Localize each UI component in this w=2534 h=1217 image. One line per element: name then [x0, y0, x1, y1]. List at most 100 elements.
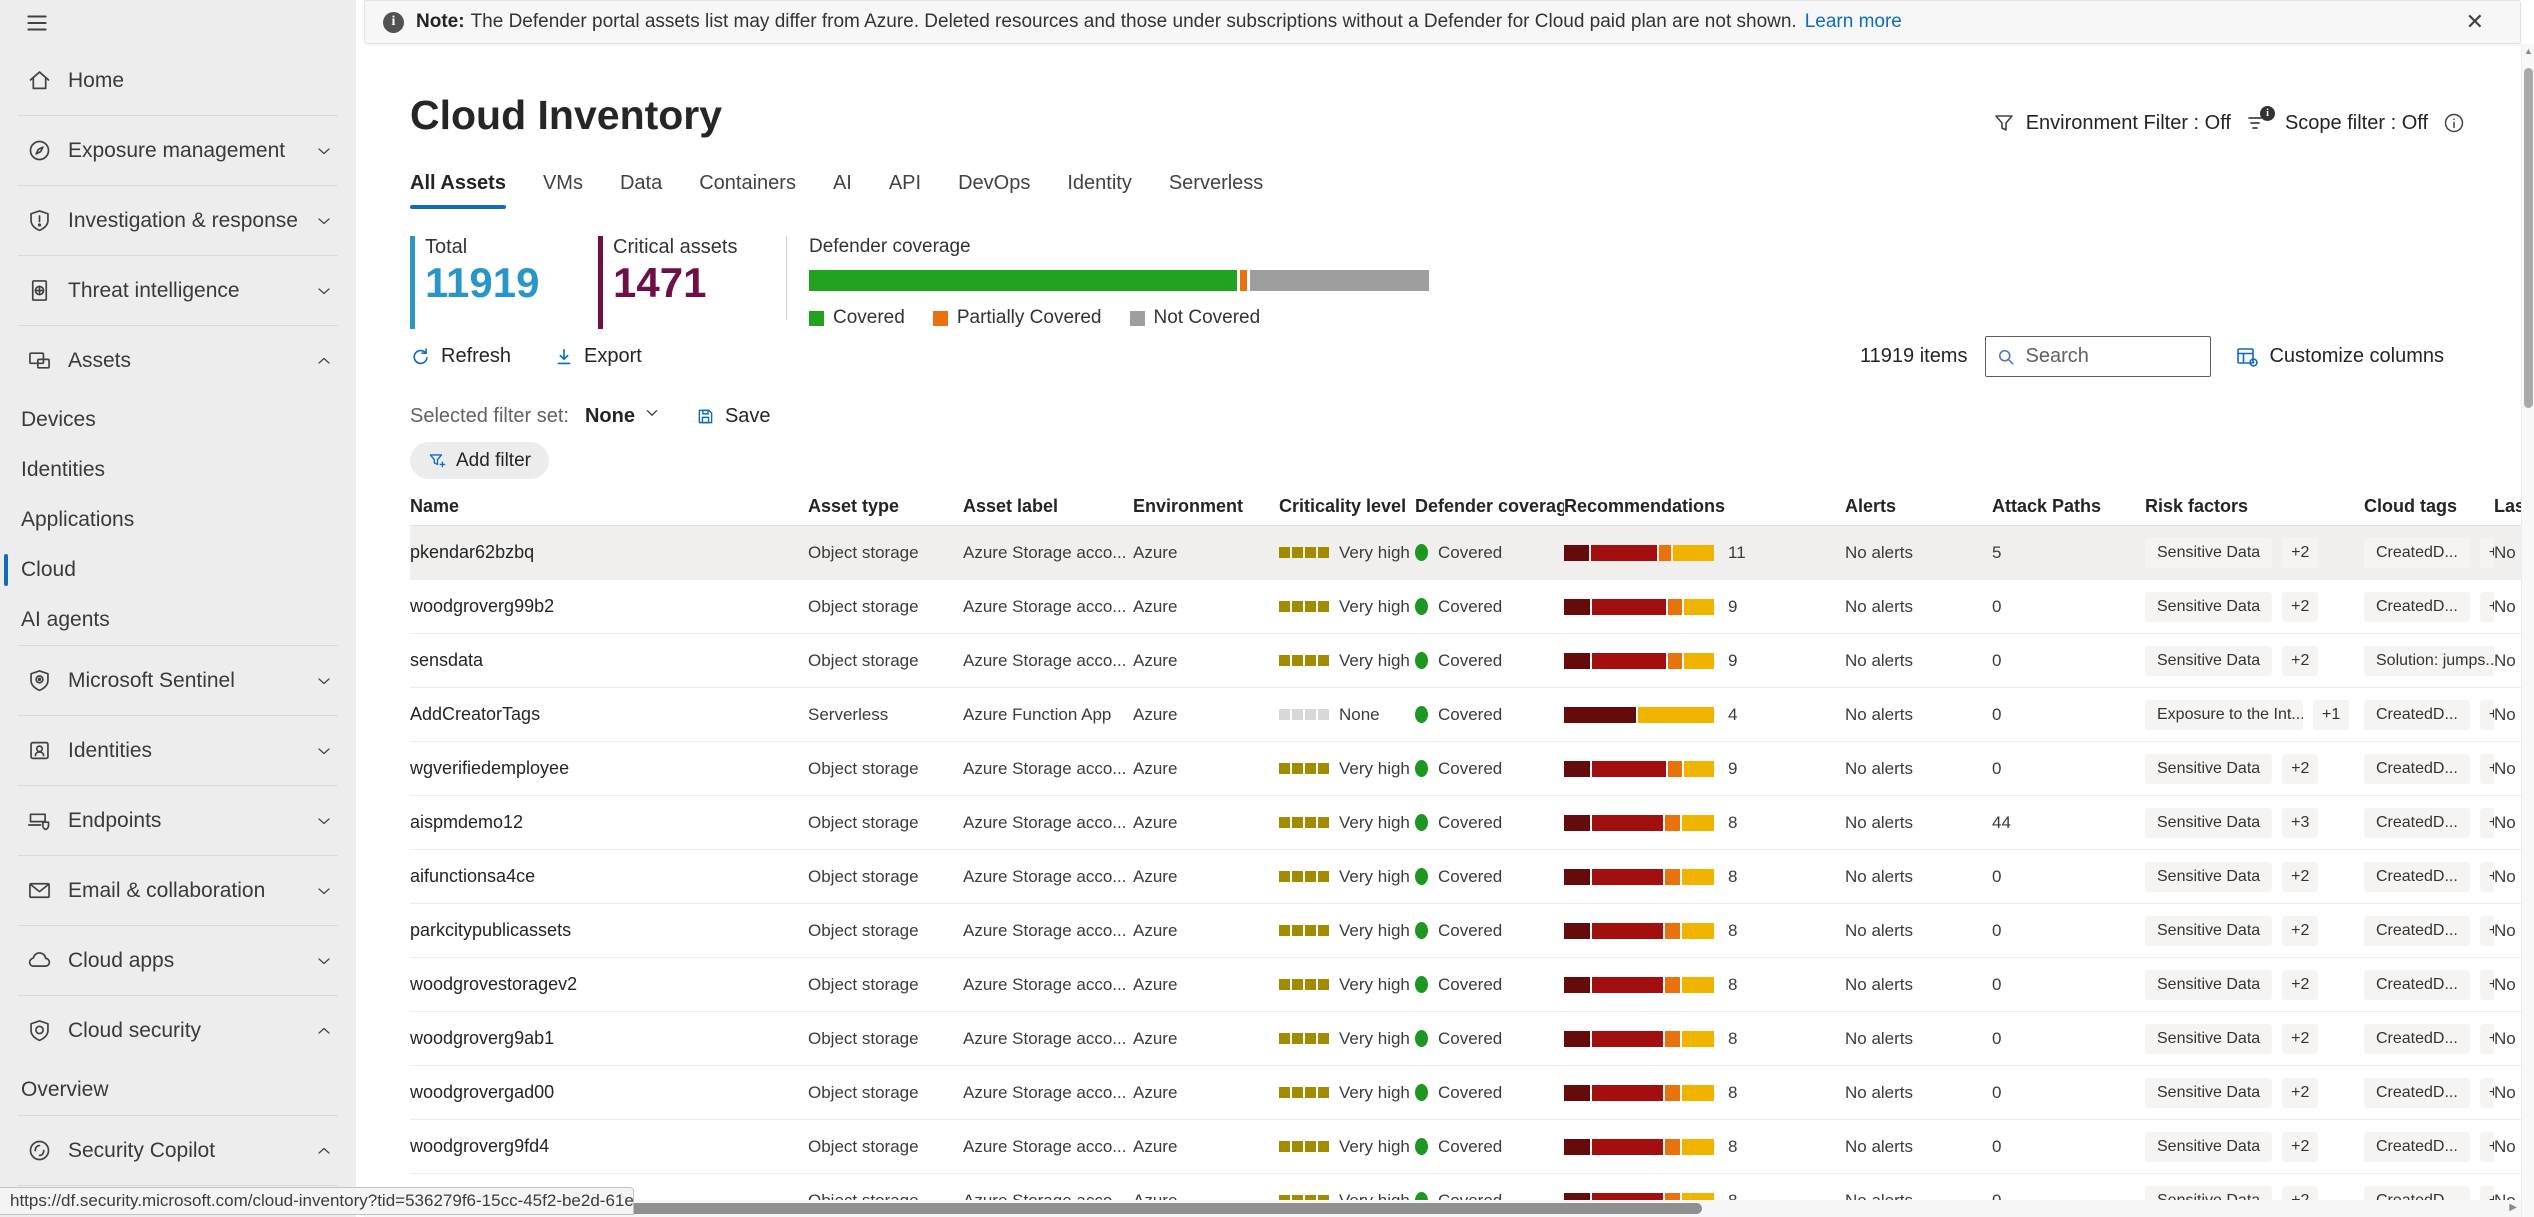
vertical-scrollbar[interactable]: ▲: [2521, 44, 2534, 1217]
criticality-cell: Very high: [1279, 921, 1415, 941]
recommendations-segment: [1564, 706, 1636, 723]
asset-name-link[interactable]: woodgroverg9fd4: [410, 1136, 550, 1156]
last-cell: No: [2494, 974, 2516, 994]
column-header-last[interactable]: Last: [2494, 496, 2522, 516]
sidebar-item-cloud-apps[interactable]: Cloud apps: [0, 926, 356, 995]
scope-filter-icon[interactable]: i: [2245, 106, 2275, 136]
sidebar-item-email-collaboration[interactable]: Email & collaboration: [0, 856, 356, 925]
save-filter-button[interactable]: Save: [695, 405, 771, 428]
chevron-down-icon[interactable]: [643, 404, 661, 428]
asset-name-link[interactable]: parkcitypublicassets: [410, 920, 572, 940]
table-row[interactable]: woodgroverg9fd4 Object storage Azure Stora…: [410, 1120, 2522, 1174]
tab-identity[interactable]: Identity: [1067, 172, 1132, 194]
asset-name-link[interactable]: aifunctionsa4ce: [410, 866, 536, 886]
info-circle-icon[interactable]: [2442, 111, 2466, 135]
asset-name-link[interactable]: sensdata: [410, 650, 484, 670]
add-filter-button[interactable]: Add filter: [410, 442, 549, 479]
column-header-environment[interactable]: Environment: [1133, 496, 1244, 516]
close-icon[interactable]: ✕: [2465, 9, 2484, 34]
sidebar-item-home[interactable]: Home: [0, 46, 356, 115]
total-value: 11919: [425, 259, 540, 306]
sidebar-item-endpoints[interactable]: Endpoints: [0, 786, 356, 855]
column-header-recommendations[interactable]: Recommendations: [1564, 496, 1726, 516]
home-icon: [26, 67, 53, 94]
column-header-criticality-level[interactable]: Criticality level: [1279, 496, 1407, 516]
search-box[interactable]: [1985, 336, 2212, 377]
recommendations-segment: [1638, 706, 1714, 723]
criticality-square: [1279, 709, 1290, 720]
column-header-attack-paths[interactable]: Attack Paths: [1992, 496, 2102, 516]
table-row[interactable]: aispmdemo12 Object storage Azure Storage a…: [410, 796, 2522, 850]
sidebar-item-cloud[interactable]: Cloud: [0, 545, 356, 595]
legend-covered: Covered: [809, 307, 905, 329]
vertical-scrollbar-thumb[interactable]: [2524, 68, 2533, 408]
table-row[interactable]: woodgrovergad00 Object storage Azure Stora…: [410, 1066, 2522, 1120]
tab-containers[interactable]: Containers: [699, 172, 796, 194]
table-row[interactable]: woodgroverg99b2 Object storage Azure Stora…: [410, 580, 2522, 634]
asset-name-link[interactable]: woodgrovestoragev2: [410, 974, 578, 994]
tab-data[interactable]: Data: [619, 172, 663, 194]
horizontal-scrollbar-thumb[interactable]: [366, 1203, 1702, 1214]
tab-devops[interactable]: DevOps: [958, 172, 1031, 194]
sidebar-item-investigation-response[interactable]: Investigation & response: [0, 186, 356, 255]
horizontal-scrollbar[interactable]: ▶: [364, 1200, 2521, 1217]
risk-factors-cell: Exposure to the Int... +1: [2145, 699, 2364, 730]
sidebar-item-ai-agents[interactable]: AI agents: [0, 595, 356, 645]
customize-columns-button[interactable]: Customize columns: [2235, 345, 2444, 369]
sidebar-item-overview[interactable]: Overview: [0, 1065, 356, 1115]
asset-name-link[interactable]: woodgroverg99b2: [410, 596, 555, 616]
sidebar-item-exposure-management[interactable]: Exposure management: [0, 116, 356, 185]
tab-all-assets[interactable]: All Assets: [410, 172, 506, 209]
sidebar-item-security-copilot[interactable]: Security Copilot: [0, 1116, 356, 1185]
cloud-tag-more-badge: +2: [2479, 1023, 2494, 1054]
environment-filter-button[interactable]: Environment Filter : Off: [1992, 111, 2231, 135]
asset-name-link[interactable]: aispmdemo12: [410, 812, 524, 832]
learn-more-link[interactable]: Learn more: [1804, 11, 1902, 32]
sidebar-item-applications[interactable]: Applications: [0, 495, 356, 545]
table-row[interactable]: pkendar62bzbq Object storage Azure Storage…: [410, 526, 2522, 580]
table-row[interactable]: woodgrovestoragev2 Object storage Azure St…: [410, 958, 2522, 1012]
tab-ai[interactable]: AI: [832, 172, 852, 194]
sidebar-item-cloud-security[interactable]: Cloud security: [0, 996, 356, 1065]
table-row[interactable]: AddCreatorTags Serverless Azure Function A…: [410, 688, 2522, 742]
scroll-right-arrow-icon[interactable]: ▶: [2509, 1202, 2517, 1213]
column-header-name[interactable]: Name: [410, 496, 460, 516]
tab-api[interactable]: API: [888, 172, 922, 194]
risk-factor-more-badge: +2: [2282, 645, 2319, 676]
tab-vms[interactable]: VMs: [542, 172, 583, 194]
column-header-asset-label[interactable]: Asset label: [963, 496, 1059, 516]
cloud-tag-more-badge: +3: [2479, 969, 2494, 1000]
tab-serverless[interactable]: Serverless: [1168, 172, 1264, 194]
column-header-defender-coverage[interactable]: Defender coverage: [1415, 496, 1564, 516]
asset-type-cell: Object storage: [808, 542, 919, 562]
hamburger-menu-icon[interactable]: [0, 0, 356, 46]
search-input[interactable]: [2025, 345, 2201, 368]
table-row[interactable]: woodgroverg9ab1 Object storage Azure Stora…: [410, 1012, 2522, 1066]
export-button[interactable]: Export: [553, 345, 642, 368]
scroll-up-arrow-icon[interactable]: ▲: [2524, 46, 2533, 56]
asset-name-link[interactable]: pkendar62bzbq: [410, 542, 535, 562]
table-row[interactable]: parkcitypublicassets Object storage Azure …: [410, 904, 2522, 958]
asset-name-link[interactable]: woodgrovergad00: [410, 1082, 555, 1102]
column-header-alerts[interactable]: Alerts: [1845, 496, 1897, 516]
sidebar-item-identities[interactable]: Identities: [0, 716, 356, 785]
table-row[interactable]: aifunctionsa4ce Object storage Azure Stora…: [410, 850, 2522, 904]
scope-filter-button[interactable]: Scope filter : Off: [2285, 112, 2428, 135]
column-header-asset-type[interactable]: Asset type: [808, 496, 900, 516]
asset-name-link[interactable]: AddCreatorTags: [410, 704, 541, 724]
asset-name-link[interactable]: wgverifiedemployee: [410, 758, 570, 778]
filter-set-value[interactable]: None: [584, 404, 635, 427]
asset-name-link[interactable]: woodgroverg9ab1: [410, 1028, 555, 1048]
sidebar-item-identities[interactable]: Identities: [0, 445, 356, 495]
table-row[interactable]: sensdata Object storage Azure Storage acco…: [410, 634, 2522, 688]
table-row[interactable]: wgverifiedemployee Object storage Azure St…: [410, 742, 2522, 796]
column-header-risk-factors[interactable]: Risk factors: [2145, 496, 2249, 516]
filter-set-row: Selected filter set: None Save: [410, 404, 771, 428]
column-header-cloud-tags[interactable]: Cloud tags: [2364, 496, 2457, 516]
sidebar-item-assets[interactable]: Assets: [0, 326, 356, 395]
refresh-button[interactable]: Refresh: [410, 345, 511, 368]
sidebar-item-threat-intelligence[interactable]: Threat intelligence: [0, 256, 356, 325]
sidebar-item-microsoft-sentinel[interactable]: Microsoft Sentinel: [0, 646, 356, 715]
cloud-tags-cell: CreatedD... +3: [2364, 969, 2494, 1000]
sidebar-item-devices[interactable]: Devices: [0, 395, 356, 445]
